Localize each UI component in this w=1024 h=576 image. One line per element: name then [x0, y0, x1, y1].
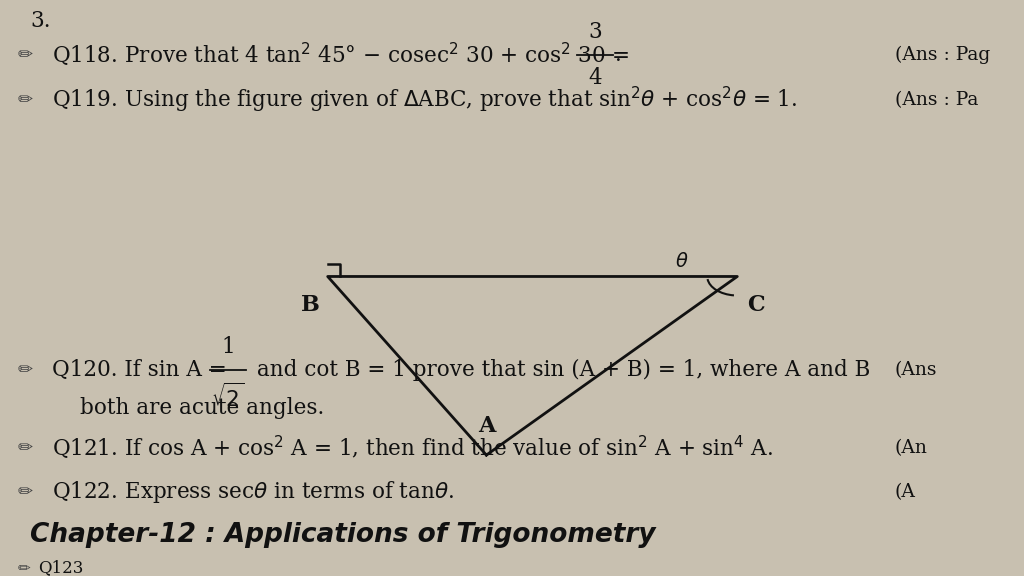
Text: Q123: Q123 [38, 559, 83, 576]
Text: ✏: ✏ [18, 91, 33, 109]
Text: C: C [748, 294, 765, 316]
Text: (Ans : Pa: (Ans : Pa [895, 91, 978, 109]
Text: Q121. If cos A + cos$^2$ A = 1, then find the value of sin$^2$ A + sin$^4$ A.: Q121. If cos A + cos$^2$ A = 1, then fin… [52, 434, 773, 462]
Text: and cot B = 1 prove that sin (A + B) = 1, where A and B: and cot B = 1 prove that sin (A + B) = 1… [250, 359, 870, 381]
Text: $\theta$: $\theta$ [676, 252, 689, 271]
Text: Q118. Prove that 4 tan$^2$ 45° $-$ cosec$^2$ 30 + cos$^2$ 30 =: Q118. Prove that 4 tan$^2$ 45° $-$ cosec… [52, 41, 630, 69]
Text: 1: 1 [221, 336, 234, 358]
Text: ✏: ✏ [18, 483, 33, 501]
Text: A: A [478, 415, 495, 437]
Text: $\sqrt{2}$: $\sqrt{2}$ [211, 384, 245, 412]
Text: ✏: ✏ [18, 439, 33, 457]
Text: .: . [615, 44, 622, 66]
Text: ✏: ✏ [18, 560, 31, 575]
Text: Chapter-12 : Applications of Trigonometry: Chapter-12 : Applications of Trigonometr… [30, 522, 655, 548]
Text: both are acute angles.: both are acute angles. [80, 397, 325, 419]
Text: (Ans : Pag: (Ans : Pag [895, 46, 990, 64]
Text: Q122. Express sec$\theta$ in terms of tan$\theta$.: Q122. Express sec$\theta$ in terms of ta… [52, 479, 454, 505]
Text: ✏: ✏ [18, 361, 33, 379]
Text: ✏: ✏ [18, 46, 33, 64]
Text: 3.: 3. [30, 10, 50, 32]
Text: (Ans: (Ans [895, 361, 938, 379]
Text: Q119. Using the figure given of $\Delta$ABC, prove that sin$^2\theta$ + cos$^2\t: Q119. Using the figure given of $\Delta$… [52, 85, 798, 115]
Text: 3: 3 [588, 21, 602, 43]
Text: (An: (An [895, 439, 928, 457]
Text: B: B [301, 294, 319, 316]
Text: (A: (A [895, 483, 915, 501]
Text: 4: 4 [588, 67, 602, 89]
Text: Q120. If sin A =: Q120. If sin A = [52, 359, 226, 381]
